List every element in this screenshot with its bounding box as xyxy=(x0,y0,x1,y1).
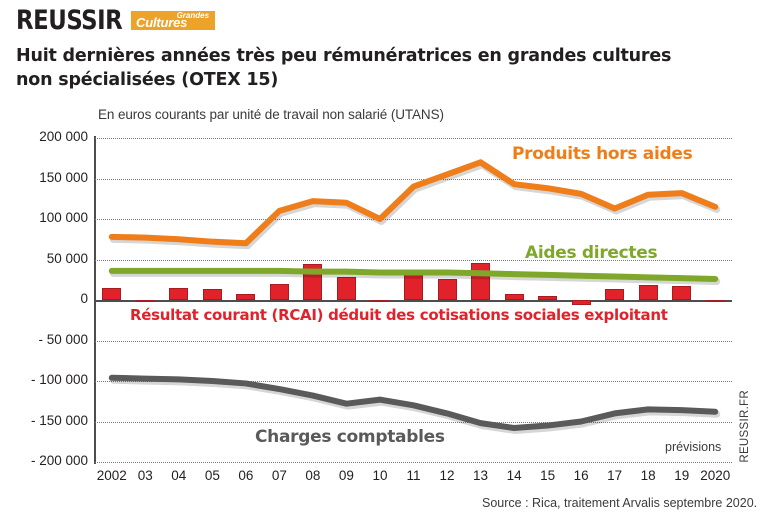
y-tick-label: - 50 000 xyxy=(38,331,88,347)
annotation-charges-comptables: Charges comptables xyxy=(255,427,445,447)
gridline xyxy=(95,219,732,220)
x-tick-label: 2002 xyxy=(96,468,127,483)
y-tick-label: 0 xyxy=(80,291,88,306)
bar xyxy=(705,300,725,302)
brand-logo: REUSSIR Grandes Cultures xyxy=(16,5,216,36)
bar xyxy=(169,287,189,300)
x-tick-label: 17 xyxy=(607,468,623,483)
x-tick-label: 12 xyxy=(439,468,455,483)
gridline xyxy=(95,381,732,382)
y-tick-label: 200 000 xyxy=(39,129,88,144)
x-tick-label: 13 xyxy=(473,468,489,483)
gridline xyxy=(95,340,732,342)
gridline xyxy=(95,178,732,180)
logo-badge: Grandes Cultures xyxy=(131,11,216,30)
zero-baseline xyxy=(95,300,732,302)
bar xyxy=(638,285,658,300)
x-tick-label: 15 xyxy=(540,468,556,483)
bar xyxy=(437,278,457,300)
y-tick-label: 100 000 xyxy=(39,210,88,225)
x-tick-label: 18 xyxy=(640,468,656,483)
x-tick-label: 06 xyxy=(238,468,254,483)
y-tick-label: - 200 000 xyxy=(30,453,88,468)
vertical-brand-label: REUSSIR.FR xyxy=(739,390,751,463)
bar xyxy=(672,286,692,300)
x-tick-label: 10 xyxy=(372,468,388,483)
x-tick-label: 11 xyxy=(406,468,421,483)
y-tick-label: 50 000 xyxy=(46,250,88,266)
gridline xyxy=(95,462,732,463)
annotation-produits-hors-aides: Produits hors aides xyxy=(512,144,693,164)
annotation-rcai: Résultat courant (RCAI) déduit des cotis… xyxy=(130,306,668,324)
line-charges-comptables xyxy=(108,374,719,431)
page-title: Huit dernières années très peu rémunérat… xyxy=(16,46,672,90)
bar xyxy=(269,283,289,300)
forecast-label: prévisions xyxy=(665,440,722,454)
bar xyxy=(571,300,591,305)
bar xyxy=(504,293,524,300)
x-tick-label: 09 xyxy=(338,468,354,483)
bar xyxy=(370,300,390,303)
gridline xyxy=(95,259,732,261)
bar xyxy=(538,295,558,300)
gridline xyxy=(95,421,732,423)
source-credit: Source : Rica, traitement Arvalis septem… xyxy=(482,496,758,510)
x-tick-label: 08 xyxy=(305,468,321,483)
bar xyxy=(202,288,222,300)
line-produits-hors-aides xyxy=(108,159,719,247)
bar xyxy=(336,276,356,300)
line-aides-directes xyxy=(108,267,719,282)
y-tick-label: 150 000 xyxy=(39,169,88,185)
y-tick-label: - 100 000 xyxy=(30,372,88,387)
bar xyxy=(102,287,122,300)
x-tick-label: 05 xyxy=(204,468,220,483)
x-tick-label: 07 xyxy=(271,468,287,483)
x-tick-label: 14 xyxy=(506,468,522,483)
logo-wordmark: REUSSIR xyxy=(16,5,123,36)
bar xyxy=(236,294,256,300)
y-tick-label: - 150 000 xyxy=(30,412,88,428)
gridline xyxy=(95,138,732,139)
logo-badge-small-text: Grandes xyxy=(176,11,210,20)
x-tick-label: 19 xyxy=(674,468,690,483)
x-tick-label: 16 xyxy=(573,468,589,483)
chart-subtitle: En euros courants par unité de travail n… xyxy=(98,107,444,122)
bar xyxy=(605,288,625,300)
bottom-spacer xyxy=(0,520,767,526)
annotation-aides-directes: Aides directes xyxy=(525,243,658,263)
x-tick-label: 2020 xyxy=(700,468,731,483)
x-tick-label: 03 xyxy=(137,468,153,483)
x-tick-label: 04 xyxy=(171,468,187,483)
logo-badge-main-text: Cultures xyxy=(136,15,188,30)
bar xyxy=(135,300,155,302)
